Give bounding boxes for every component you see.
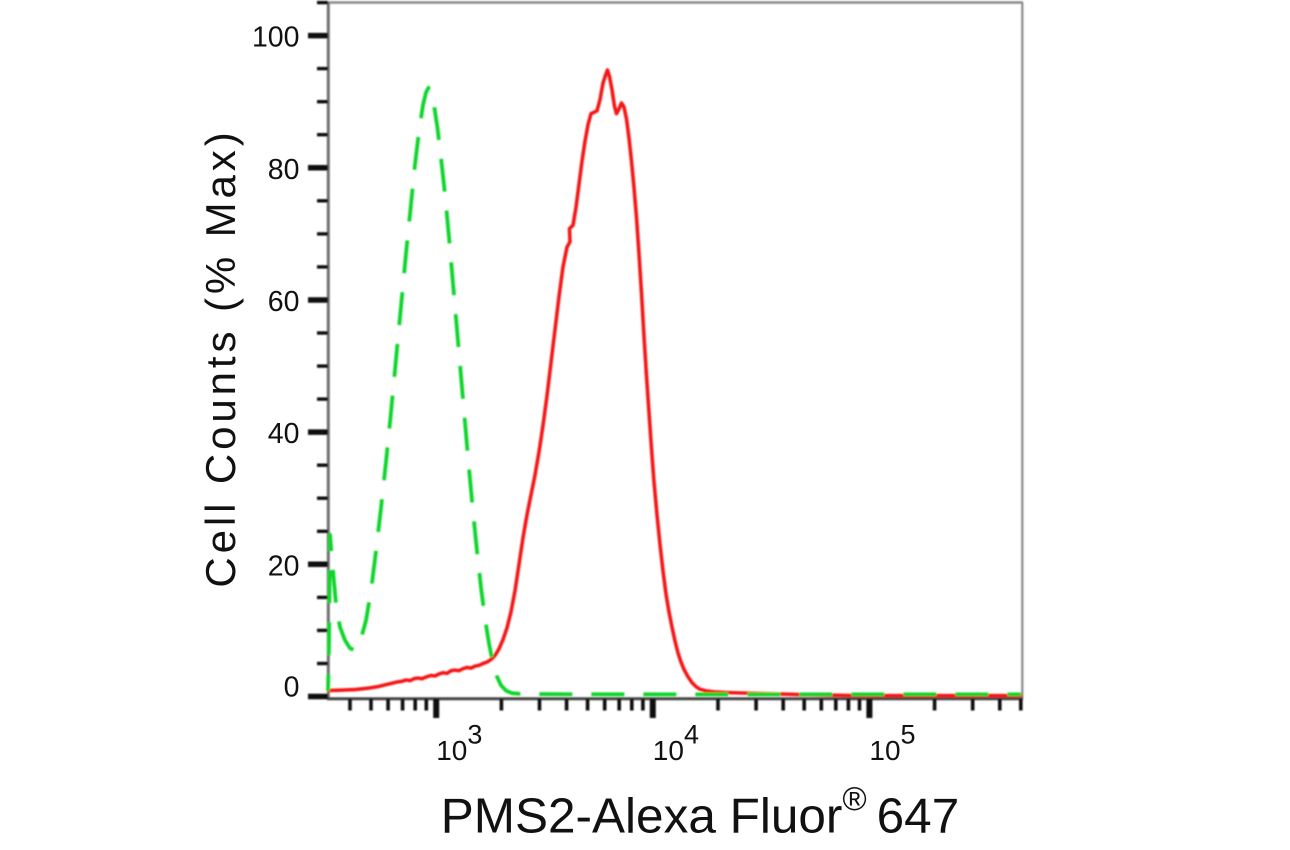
svg-text:40: 40 [268,418,300,450]
svg-text:Cell Counts (% Max): Cell Counts (% Max) [197,128,244,587]
svg-text:0: 0 [284,672,300,704]
svg-text:80: 80 [268,154,300,186]
svg-text:100: 100 [252,22,300,54]
svg-text:60: 60 [268,286,300,318]
svg-text:PMS2-Alexa Fluor® 647: PMS2-Alexa Fluor® 647 [441,780,959,844]
svg-text:20: 20 [268,550,300,582]
